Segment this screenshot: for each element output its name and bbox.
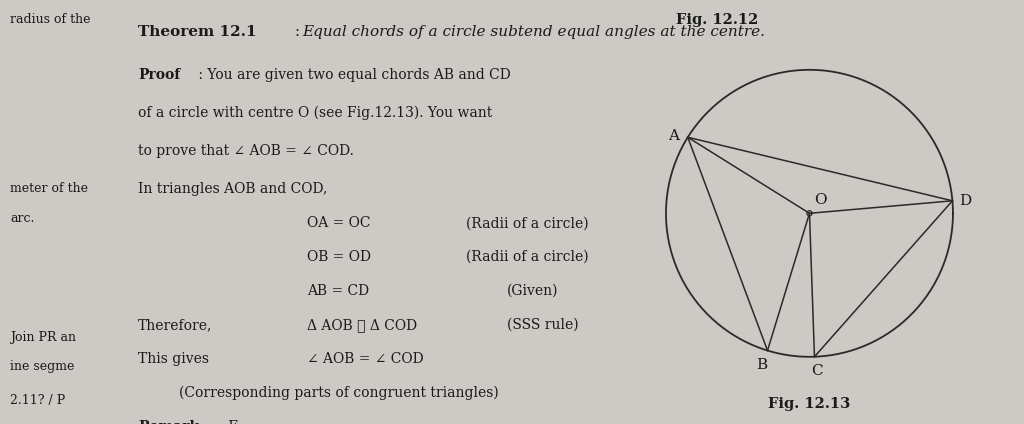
Text: arc.: arc. xyxy=(10,212,35,225)
Text: Fig. 12.12: Fig. 12.12 xyxy=(676,13,758,27)
Text: (Corresponding parts of congruent triangles): (Corresponding parts of congruent triang… xyxy=(179,386,499,400)
Text: In triangles AOB and COD,: In triangles AOB and COD, xyxy=(138,182,328,196)
Text: Proof: Proof xyxy=(138,68,180,82)
Text: radius of the: radius of the xyxy=(10,13,91,26)
Text: : You are given two equal chords AB and CD: : You are given two equal chords AB and … xyxy=(194,68,510,82)
Text: Therefore,: Therefore, xyxy=(138,318,213,332)
Text: (Radii of a circle): (Radii of a circle) xyxy=(466,216,589,230)
Text: of a circle with centre O (see Fig.12.13). You want: of a circle with centre O (see Fig.12.13… xyxy=(138,106,493,120)
Text: Theorem 12.1: Theorem 12.1 xyxy=(138,25,257,39)
Text: C: C xyxy=(812,364,823,378)
Text: Equal chords of a circle subtend equal angles at the centre.: Equal chords of a circle subtend equal a… xyxy=(302,25,765,39)
Text: (Radii of a circle): (Radii of a circle) xyxy=(466,250,589,264)
Text: :: : xyxy=(290,25,305,39)
Text: This gives: This gives xyxy=(138,352,209,366)
Text: Δ AOB ≅ Δ COD: Δ AOB ≅ Δ COD xyxy=(307,318,418,332)
Text: (Given): (Given) xyxy=(507,284,558,298)
Text: O: O xyxy=(814,193,827,207)
Text: OA = OC: OA = OC xyxy=(307,216,371,230)
Text: Remark: Remark xyxy=(138,420,200,424)
Text: : F: : F xyxy=(215,420,238,424)
Text: to prove that ∠ AOB = ∠ COD.: to prove that ∠ AOB = ∠ COD. xyxy=(138,144,354,158)
Text: D: D xyxy=(959,194,972,208)
Text: Fig. 12.13: Fig. 12.13 xyxy=(768,397,851,411)
Text: (SSS rule): (SSS rule) xyxy=(507,318,579,332)
Text: B: B xyxy=(756,358,767,372)
Text: OB = OD: OB = OD xyxy=(307,250,371,264)
Text: ∠ AOB = ∠ COD: ∠ AOB = ∠ COD xyxy=(307,352,424,366)
Text: A: A xyxy=(668,129,679,143)
Text: 2.11? / P: 2.11? / P xyxy=(10,394,66,407)
Text: ine segme: ine segme xyxy=(10,360,75,374)
Text: Join PR an: Join PR an xyxy=(10,331,76,344)
Text: meter of the: meter of the xyxy=(10,182,88,195)
Text: AB = CD: AB = CD xyxy=(307,284,370,298)
